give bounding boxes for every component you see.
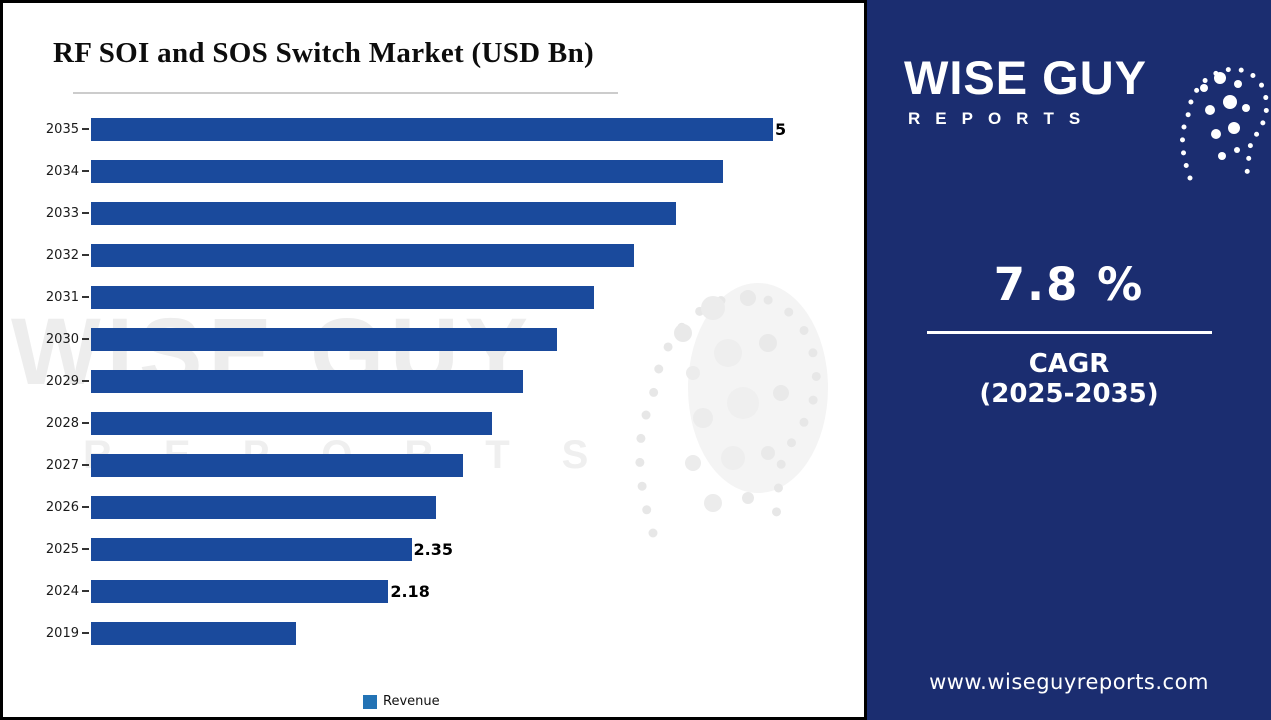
bar-row: 2028 — [13, 402, 864, 444]
bar-row: 2031 — [13, 276, 864, 318]
y-axis-label: 2019 — [45, 625, 79, 641]
y-axis-label: 2032 — [45, 247, 79, 263]
chart-panel: WISE GUY REPORTS RF SOI an — [0, 0, 867, 720]
bar-value-label: 2.35 — [413, 539, 454, 559]
cagr-divider — [926, 331, 1212, 334]
chart-title: RF SOI and SOS Switch Market (USD Bn) — [53, 37, 594, 69]
y-axis-label: 2027 — [45, 457, 79, 473]
y-axis-label: 2031 — [45, 289, 79, 305]
bar — [91, 117, 773, 141]
bar — [91, 411, 493, 435]
bar — [91, 369, 524, 393]
axis-tick — [82, 464, 89, 466]
bar-row: 2034 — [13, 150, 864, 192]
y-axis-label: 2030 — [45, 331, 79, 347]
bar — [91, 201, 677, 225]
axis-tick — [82, 590, 89, 592]
axis-tick — [82, 380, 89, 382]
bar — [91, 243, 634, 267]
bar-row: 2033 — [13, 192, 864, 234]
bar-value-label: 2.18 — [390, 581, 430, 601]
cagr-block: 7.8 % CAGR (2025-2035) — [926, 258, 1212, 410]
bar — [91, 579, 389, 603]
bar — [91, 537, 412, 561]
bar — [91, 285, 595, 309]
axis-tick — [82, 338, 89, 340]
axis-tick — [82, 296, 89, 298]
bar — [91, 621, 296, 645]
bar — [91, 327, 558, 351]
bar — [91, 495, 437, 519]
cagr-value: 7.8 % — [993, 258, 1145, 311]
bar-row: 2035 5 — [13, 108, 864, 150]
brand-logo: WISE GUY REPORTS — [904, 50, 1269, 181]
bar — [91, 453, 464, 477]
bar-value-label: 5 — [775, 119, 787, 139]
axis-tick — [82, 548, 89, 550]
legend: Revenue — [363, 694, 440, 709]
axis-tick — [82, 254, 89, 256]
bar-row: 2026 — [13, 486, 864, 528]
title-divider — [73, 92, 618, 94]
y-axis-label: 2026 — [45, 499, 79, 515]
bar-row: 2024 2.18 — [13, 570, 864, 612]
axis-tick — [82, 170, 89, 172]
logo-reports-text: REPORTS — [908, 109, 1096, 128]
bar-row: 2032 — [13, 234, 864, 276]
y-axis-label: 2024 — [45, 583, 79, 599]
legend-swatch — [363, 694, 377, 709]
logo-head-icon — [1179, 66, 1269, 181]
axis-tick — [82, 506, 89, 508]
axis-tick — [82, 128, 89, 130]
bar-row: 2027 — [13, 444, 864, 486]
axis-tick — [82, 632, 89, 634]
y-axis-label: 2033 — [45, 205, 79, 221]
bar-row: 2029 — [13, 360, 864, 402]
bar-row: 2019 — [13, 612, 864, 654]
axis-tick — [82, 212, 89, 214]
bar — [91, 159, 723, 183]
bar-chart: 2035 5 2034 2033 2032 2031 2030 2029 2028 2027 202… — [3, 108, 864, 654]
axis-tick — [82, 422, 89, 424]
website-url: www.wiseguyreports.com — [929, 670, 1209, 694]
y-axis-label: 2025 — [45, 541, 79, 557]
cagr-period: (2025-2035) — [979, 378, 1159, 409]
y-axis-label: 2028 — [45, 415, 79, 431]
bar-row: 2025 2.35 — [13, 528, 864, 570]
cagr-label: CAGR — [1028, 349, 1110, 379]
y-axis-label: 2034 — [45, 163, 79, 179]
y-axis-label: 2029 — [45, 373, 79, 389]
y-axis-label: 2035 — [45, 121, 79, 137]
legend-label: Revenue — [383, 694, 440, 709]
logo-wordmark: WISE GUY — [904, 51, 1148, 104]
brand-sidebar: WISE GUY REPORTS 7.8 % CAGR (2025-2035) — [867, 0, 1271, 720]
bar-row: 2030 — [13, 318, 864, 360]
